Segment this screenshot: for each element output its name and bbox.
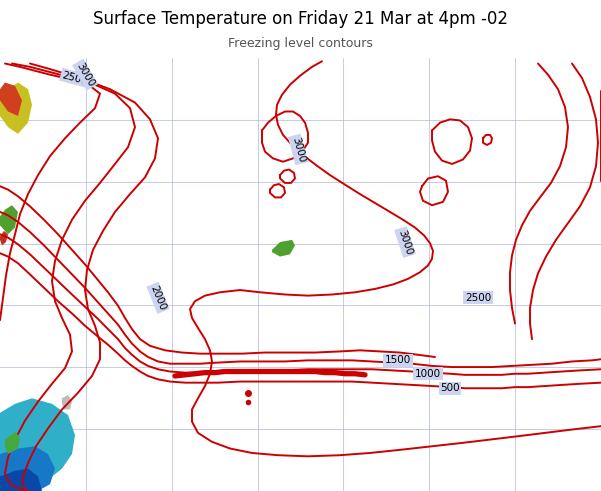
Text: 3000: 3000 <box>74 61 96 88</box>
Text: 3000: 3000 <box>396 228 414 256</box>
Polygon shape <box>0 231 8 246</box>
Text: 2500: 2500 <box>465 293 491 303</box>
Polygon shape <box>0 468 42 491</box>
Text: Freezing level contours: Freezing level contours <box>228 37 373 50</box>
Text: 1500: 1500 <box>385 355 411 365</box>
Polygon shape <box>0 205 18 234</box>
Text: 2500: 2500 <box>61 70 89 86</box>
Polygon shape <box>62 395 72 409</box>
Polygon shape <box>272 240 295 257</box>
Polygon shape <box>0 82 22 116</box>
Polygon shape <box>0 82 32 134</box>
Polygon shape <box>5 432 20 454</box>
Polygon shape <box>0 446 55 491</box>
Text: 1000: 1000 <box>415 369 441 379</box>
Text: Surface Temperature on Friday 21 Mar at 4pm -02: Surface Temperature on Friday 21 Mar at … <box>93 9 508 27</box>
Polygon shape <box>0 398 75 491</box>
Text: 2000: 2000 <box>148 284 168 312</box>
Text: 500: 500 <box>440 383 460 393</box>
Text: 3000: 3000 <box>290 136 307 164</box>
